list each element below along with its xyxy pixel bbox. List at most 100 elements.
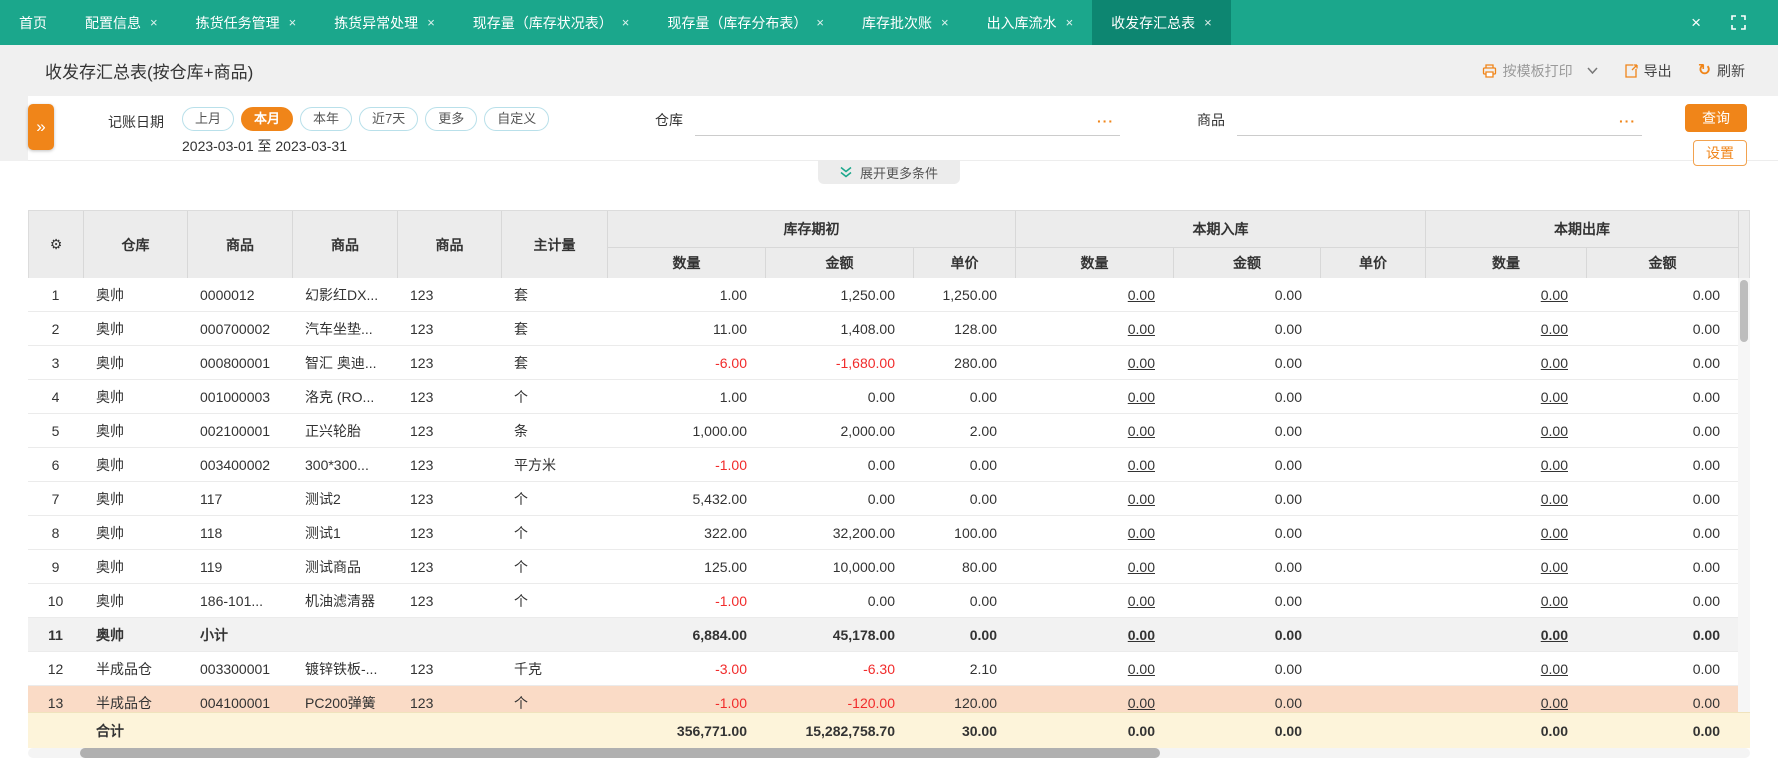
table-row[interactable]: 13 半成品仓 004100001 PC200弹簧 123 个 -1.00 -120.00 12… [28,686,1750,712]
tab-现存量（库存分布表）[interactable]: 现存量（库存分布表） × [648,0,843,45]
drilldown-link[interactable]: 0.00 [1127,660,1155,677]
tab-close-icon[interactable]: × [621,15,630,30]
drilldown-link[interactable]: 0.00 [1127,354,1155,371]
tab-close-icon[interactable]: × [1065,15,1074,30]
tab-close-icon[interactable]: × [288,15,297,30]
tab-配置信息[interactable]: 配置信息 × [66,0,177,45]
warehouse-input[interactable]: ··· [695,110,1120,136]
table-row[interactable]: 11 奥帅 小计 6,884.00 45,178.00 0.00 0.00 0.00 0.00 0… [28,618,1750,652]
table-row[interactable]: 1 奥帅 0000012 幻影红DX... 123 套 1.00 1,250.00 1,250.… [28,278,1750,312]
drilldown-link[interactable]: 0.00 [1540,694,1568,711]
tab-close-icon[interactable]: × [1204,15,1212,30]
tab-收发存汇总表[interactable]: 收发存汇总表 × [1092,0,1231,45]
date-pill-上月[interactable]: 上月 [182,107,235,131]
date-pill-自定义[interactable]: 自定义 [484,107,550,131]
drilldown-link[interactable]: 0.00 [1540,524,1568,541]
tab-现存量（库存状况表）[interactable]: 现存量（库存状况表） × [454,0,649,45]
product-input[interactable]: ··· [1237,110,1642,136]
vertical-scrollbar[interactable] [1738,278,1750,712]
collapse-filter-button[interactable]: » [28,104,54,150]
tab-close-icon[interactable]: × [816,15,824,30]
ellipsis-icon[interactable]: ··· [1619,113,1636,129]
value-cell: 125.00 [607,559,765,575]
date-pill-本月[interactable]: 本月 [241,107,294,131]
settings-button[interactable]: 设置 [1693,140,1747,166]
horizontal-scrollbar-thumb[interactable] [80,748,1160,758]
drilldown-link[interactable]: 0.00 [1540,660,1568,677]
value-text: 1.00 [719,286,747,303]
drilldown-link[interactable]: 0.00 [1127,320,1155,337]
table-row[interactable]: 4 奥帅 001000003 洛克 (RO... 123 个 1.00 0.00 0.00 0.0… [28,380,1750,414]
drilldown-link[interactable]: 0.00 [1540,456,1568,473]
date-pill-更多[interactable]: 更多 [425,107,478,131]
table-row[interactable]: 10 奥帅 186-101... 机油滤清器 123 个 -1.00 0.00 0.00 0.00… [28,584,1750,618]
value-cell: 0.00 [1015,525,1173,541]
drilldown-link[interactable]: 0.00 [1127,422,1155,439]
column-header-金额: 金额 [766,248,914,278]
drilldown-link[interactable]: 0.00 [1540,558,1568,575]
drilldown-link[interactable]: 0.00 [1540,388,1568,405]
table-row[interactable]: 3 奥帅 000800001 智汇 奥迪... 123 套 -6.00 -1,680.00 28… [28,346,1750,380]
date-pill-近7天[interactable]: 近7天 [359,107,419,131]
ellipsis-icon[interactable]: ··· [1097,113,1114,129]
table-row[interactable]: 9 奥帅 119 测试商品 123 个 125.00 10,000.00 80.00 0.00 0.… [28,550,1750,584]
column-settings-cell[interactable]: ⚙ [29,211,84,278]
drilldown-link[interactable]: 0.00 [1127,694,1155,711]
export-button[interactable]: 导出 [1624,61,1672,81]
column-header-product-code: 商品 [188,211,293,278]
tab-拣货异常处理[interactable]: 拣货异常处理 × [315,0,454,45]
warehouse-field: 仓库 ··· [655,110,1120,136]
fullscreen-icon[interactable] [1731,15,1746,30]
drilldown-link[interactable]: 0.00 [1540,626,1568,643]
table-row[interactable]: 12 半成品仓 003300001 镀锌铁板-... 123 千克 -3.00 -6.30 2.… [28,652,1750,686]
value-cell: 0.00 [1173,627,1320,643]
tab-close-icon[interactable]: × [150,15,158,30]
table-row[interactable]: 5 奥帅 002100001 正兴轮胎 123 条 1,000.00 2,000.00 2.00… [28,414,1750,448]
column-header-金额: 金额 [1587,248,1739,278]
drilldown-link[interactable]: 0.00 [1540,286,1568,303]
table-row[interactable]: 6 奥帅 003400002 300*300... 123 平方米 -1.00 0.00 0.0… [28,448,1750,482]
drilldown-link[interactable]: 0.00 [1127,558,1155,575]
horizontal-scrollbar[interactable] [28,748,1750,758]
drilldown-link[interactable]: 0.00 [1127,388,1155,405]
expand-more-conditions[interactable]: 展开更多条件 [817,160,961,184]
table-row[interactable]: 7 奥帅 117 测试2 123 个 5,432.00 0.00 0.00 0.00 0.00 0.0… [28,482,1750,516]
tab-出入库流水[interactable]: 出入库流水 × [968,0,1093,45]
refresh-button[interactable]: ↻ 刷新 [1698,61,1745,81]
value-text: 0.00 [1692,388,1720,405]
tab-首页[interactable]: 首页 [0,0,66,45]
tab-close-icon[interactable]: × [940,15,949,30]
warehouse-label: 仓库 [655,112,683,128]
value-text: 0.00 [969,490,997,507]
drilldown-link[interactable]: 0.00 [1127,286,1155,303]
search-button[interactable]: 查询 [1685,104,1747,132]
value-text: 0.00 [1692,490,1720,507]
close-all-icon[interactable]: × [1691,12,1701,32]
tab-拣货任务管理[interactable]: 拣货任务管理 × [177,0,316,45]
drilldown-link[interactable]: 0.00 [1127,524,1155,541]
tab-close-icon[interactable]: × [427,15,435,30]
chevron-down-icon[interactable] [1587,67,1598,74]
date-range-value[interactable]: 2023-03-01 至 2023-03-31 [182,138,348,154]
drilldown-link[interactable]: 0.00 [1127,626,1155,643]
drilldown-link[interactable]: 0.00 [1127,490,1155,507]
drilldown-link[interactable]: 0.00 [1540,320,1568,337]
table-row[interactable]: 8 奥帅 118 测试1 123 个 322.00 32,200.00 100.00 0.00 0.… [28,516,1750,550]
table-row[interactable]: 2 奥帅 000700002 汽车坐垫... 123 套 11.00 1,408.00 128.… [28,312,1750,346]
value-cell: -6.00 [607,355,765,371]
product-name-cell: PC200弹簧 [305,694,376,711]
drilldown-link[interactable]: 0.00 [1127,592,1155,609]
product-spec-cell: 123 [410,320,434,337]
print-by-template-button[interactable]: 按模板打印 [1482,61,1598,81]
drilldown-link[interactable]: 0.00 [1540,422,1568,439]
drilldown-link[interactable]: 0.00 [1540,490,1568,507]
value-cell: 2.10 [913,661,1015,677]
tab-库存批次账[interactable]: 库存批次账 × [843,0,968,45]
drilldown-link[interactable]: 0.00 [1127,456,1155,473]
date-pill-本年[interactable]: 本年 [300,107,353,131]
drilldown-link[interactable]: 0.00 [1540,592,1568,609]
total-value-cell: 0.00 [1692,722,1720,739]
vertical-scrollbar-thumb[interactable] [1740,280,1748,342]
drilldown-link[interactable]: 0.00 [1540,354,1568,371]
value-text: -1.00 [715,694,747,711]
